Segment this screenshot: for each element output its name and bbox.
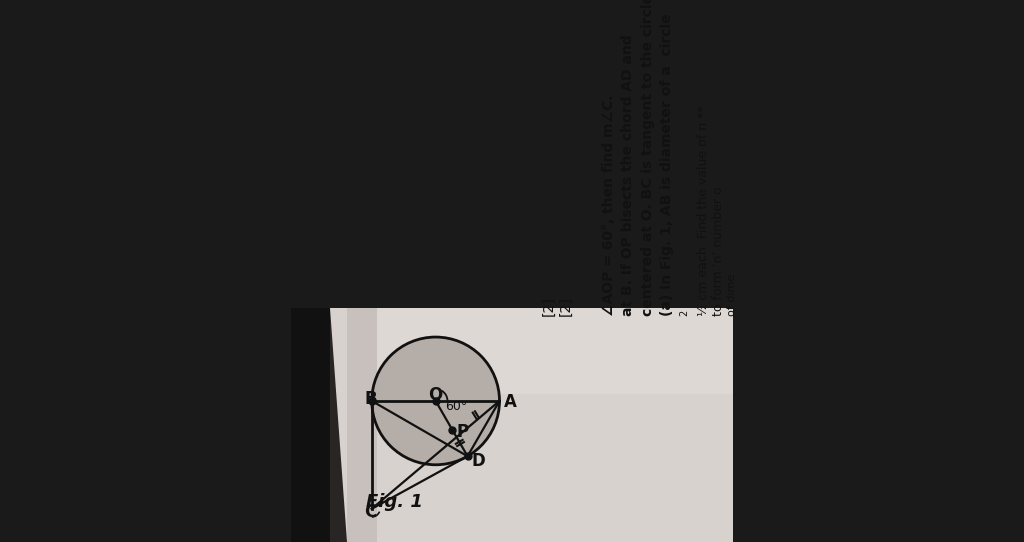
Text: B: B bbox=[364, 390, 377, 408]
Polygon shape bbox=[291, 308, 347, 542]
Text: (a) In Fig. 1, AB is diameter of a  circle: (a) In Fig. 1, AB is diameter of a circl… bbox=[660, 14, 674, 316]
Text: at B. If OP bisects the chord AD and: at B. If OP bisects the chord AD and bbox=[622, 34, 635, 316]
Text: ∠AOP = 60°, then find m∠C.: ∠AOP = 60°, then find m∠C. bbox=[602, 94, 615, 316]
Text: 2: 2 bbox=[679, 309, 689, 316]
Text: P: P bbox=[457, 423, 469, 441]
Text: D: D bbox=[471, 453, 484, 470]
Text: centered at O. BC is tangent to the circle: centered at O. BC is tangent to the circ… bbox=[641, 0, 654, 316]
Polygon shape bbox=[378, 308, 733, 395]
Polygon shape bbox=[330, 308, 403, 542]
Text: C: C bbox=[364, 503, 376, 521]
Text: [2]: [2] bbox=[542, 296, 555, 316]
Text: Fig. 1: Fig. 1 bbox=[367, 493, 423, 511]
Text: 60°: 60° bbox=[445, 399, 467, 412]
Text: A: A bbox=[504, 393, 517, 411]
Circle shape bbox=[372, 337, 500, 465]
Text: of dime: of dime bbox=[727, 274, 737, 316]
Text: [2]: [2] bbox=[559, 296, 572, 316]
Polygon shape bbox=[330, 308, 733, 542]
Text: ½ cm each. Find the value of n.**: ½ cm each. Find the value of n.** bbox=[696, 105, 710, 316]
Text: O: O bbox=[428, 386, 442, 404]
Polygon shape bbox=[347, 308, 378, 542]
Text: to form ‘n’ number o: to form ‘n’ number o bbox=[712, 186, 725, 316]
